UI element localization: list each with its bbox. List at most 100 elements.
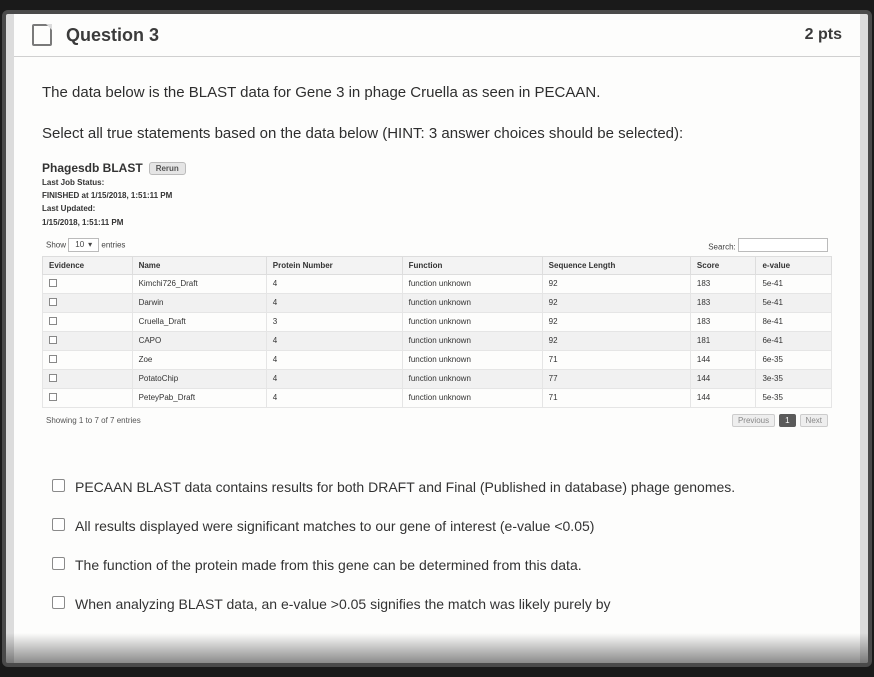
table-cell: 4 [266,293,402,312]
table-cell: 77 [542,369,690,388]
answer-option-d[interactable]: When analyzing BLAST data, an e-value >0… [52,594,822,615]
table-cell: 8e-41 [756,312,832,331]
table-cell [43,312,133,331]
col-evidence[interactable]: Evidence [43,256,133,274]
table-cell: 5e-35 [756,388,832,407]
checkbox-d[interactable] [52,596,65,609]
question-header: Question 3 2 pts [14,14,860,57]
question-body: The data below is the BLAST data for Gen… [14,57,860,663]
table-cell: 71 [542,350,690,369]
table-cell: function unknown [402,293,542,312]
col-name[interactable]: Name [132,256,266,274]
table-row: Cruella_Draft3function unknown921838e-41 [43,312,832,331]
meta-status-label: Last Job Status: [42,177,832,188]
table-row: PotatoChip4function unknown771443e-35 [43,369,832,388]
table-cell [43,350,133,369]
table-cell: 5e-41 [756,274,832,293]
page-icon [32,24,52,46]
meta-updated-label: Last Updated: [42,203,832,214]
chevron-down-icon: ▾ [88,240,92,249]
answer-option-a[interactable]: PECAAN BLAST data contains results for b… [52,477,822,498]
checkbox-b[interactable] [52,518,65,531]
blast-panel: Phagesdb BLAST Rerun Last Job Status: FI… [42,161,832,427]
table-controls: Show 10 ▾ entries Search: [42,238,832,252]
page-1-button[interactable]: 1 [779,414,795,427]
blast-title: Phagesdb BLAST [42,161,143,175]
entries-value: 10 [75,240,84,249]
monitor-frame: Question 3 2 pts The data below is the B… [2,10,872,667]
table-cell: 181 [690,331,756,350]
table-cell: PeteyPab_Draft [132,388,266,407]
table-cell: 144 [690,388,756,407]
table-cell: 4 [266,388,402,407]
table-cell [43,293,133,312]
table-row: Zoe4function unknown711446e-35 [43,350,832,369]
evidence-checkbox[interactable] [49,374,57,382]
table-cell: 6e-35 [756,350,832,369]
checkbox-a[interactable] [52,479,65,492]
table-row: Darwin4function unknown921835e-41 [43,293,832,312]
table-cell: function unknown [402,388,542,407]
table-head: Evidence Name Protein Number Function Se… [43,256,832,274]
table-cell: 92 [542,293,690,312]
table-cell [43,331,133,350]
answer-option-c[interactable]: The function of the protein made from th… [52,555,822,576]
table-cell: Darwin [132,293,266,312]
question-title: Question 3 [66,25,805,46]
table-cell: 71 [542,388,690,407]
table-cell: 5e-41 [756,293,832,312]
table-row: PeteyPab_Draft4function unknown711445e-3… [43,388,832,407]
answer-text-a: PECAAN BLAST data contains results for b… [75,477,735,498]
answer-list: PECAAN BLAST data contains results for b… [42,477,832,653]
rerun-button[interactable]: Rerun [149,162,186,175]
evidence-checkbox[interactable] [49,317,57,325]
entries-select[interactable]: 10 ▾ [68,238,99,252]
evidence-checkbox[interactable] [49,393,57,401]
table-cell: 92 [542,312,690,331]
table-row: CAPO4function unknown921816e-41 [43,331,832,350]
evidence-checkbox[interactable] [49,355,57,363]
table-cell: PotatoChip [132,369,266,388]
evidence-checkbox[interactable] [49,336,57,344]
table-cell: 92 [542,331,690,350]
col-function[interactable]: Function [402,256,542,274]
next-button[interactable]: Next [800,414,828,427]
table-cell [43,274,133,293]
table-cell: 4 [266,350,402,369]
question-points: 2 pts [805,26,842,44]
table-cell: function unknown [402,331,542,350]
table-cell: function unknown [402,312,542,331]
table-cell: function unknown [402,350,542,369]
table-cell: 183 [690,312,756,331]
col-score[interactable]: Score [690,256,756,274]
prompt-line-1: The data below is the BLAST data for Gen… [42,79,832,106]
col-evalue[interactable]: e-value [756,256,832,274]
table-cell: Kimchi726_Draft [132,274,266,293]
table-body: Kimchi726_Draft4function unknown921835e-… [43,274,832,407]
checkbox-c[interactable] [52,557,65,570]
table-cell: 3e-35 [756,369,832,388]
table-cell [43,369,133,388]
table-cell: 183 [690,274,756,293]
prev-button[interactable]: Previous [732,414,775,427]
question-card: Question 3 2 pts The data below is the B… [14,14,860,663]
prompt-line-2: Select all true statements based on the … [42,120,832,147]
answer-text-d: When analyzing BLAST data, an e-value >0… [75,594,611,615]
meta-status-value: FINISHED at 1/15/2018, 1:51:11 PM [42,190,832,201]
show-label: Show [46,240,66,249]
table-cell: 6e-41 [756,331,832,350]
evidence-checkbox[interactable] [49,279,57,287]
search-input[interactable] [738,238,828,252]
table-cell: function unknown [402,369,542,388]
table-row: Kimchi726_Draft4function unknown921835e-… [43,274,832,293]
col-protein-number[interactable]: Protein Number [266,256,402,274]
table-cell: 144 [690,350,756,369]
col-seq-length[interactable]: Sequence Length [542,256,690,274]
answer-option-b[interactable]: All results displayed were significant m… [52,516,822,537]
table-cell: 4 [266,369,402,388]
table-cell: CAPO [132,331,266,350]
evidence-checkbox[interactable] [49,298,57,306]
pager: Previous 1 Next [732,414,828,427]
meta-updated-value: 1/15/2018, 1:51:11 PM [42,217,832,228]
showing-text: Showing 1 to 7 of 7 entries [46,416,141,425]
